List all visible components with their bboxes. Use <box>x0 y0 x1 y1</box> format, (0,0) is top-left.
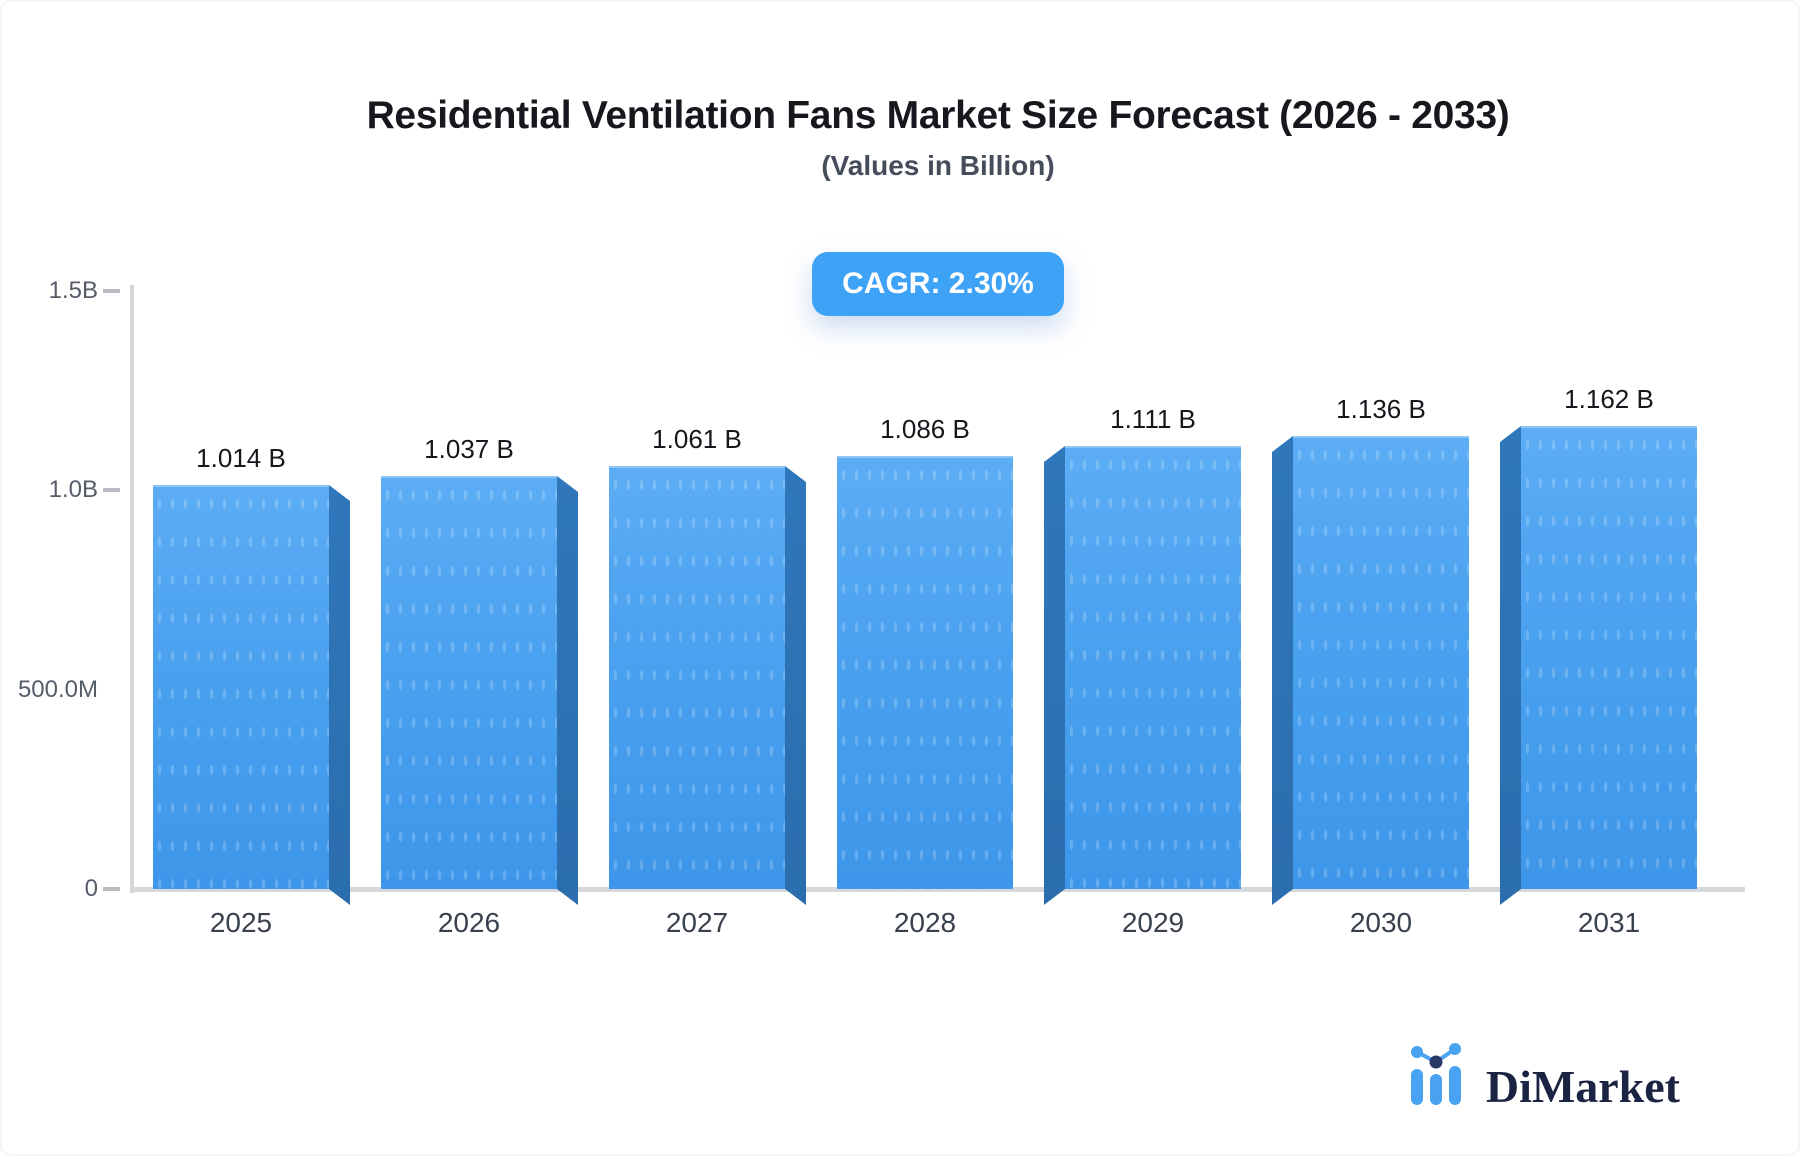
bar-2030[interactable] <box>1293 436 1469 889</box>
bar-chart-sparkline-icon <box>1408 1043 1474 1110</box>
x-axis-label-2028: 2028 <box>893 907 957 938</box>
bar-value-label-2031: 1.162 B <box>1564 384 1654 414</box>
bar-2031[interactable] <box>1521 426 1697 889</box>
bar-value-label-2030: 1.136 B <box>1336 394 1426 424</box>
bar-2029[interactable] <box>1065 446 1241 889</box>
x-axis-label-2026: 2026 <box>437 907 501 938</box>
bar-side-2030 <box>1272 436 1293 905</box>
x-axis-label-2025: 2025 <box>209 907 273 938</box>
dimarket-logo[interactable]: DiMarket <box>1408 1043 1680 1110</box>
bar-value-label-2026: 1.037 B <box>424 434 514 464</box>
bar-2028[interactable] <box>837 456 1013 889</box>
x-axis-label-2029: 2029 <box>1121 907 1185 938</box>
y-axis-label-0: 0 <box>84 875 98 902</box>
x-axis-label-2030: 2030 <box>1349 907 1413 938</box>
bar-side-2027 <box>785 466 806 905</box>
x-axis-label-2031: 2031 <box>1577 907 1641 938</box>
bar-value-label-2027: 1.061 B <box>652 424 742 454</box>
bar-value-label-2028: 1.086 B <box>880 414 970 444</box>
bar-side-2025 <box>329 485 350 905</box>
cagr-badge-row: CAGR: 2.30% <box>132 252 1744 316</box>
y-axis-line <box>130 285 134 893</box>
cagr-badge: CAGR: 2.30% <box>812 252 1064 316</box>
y-axis-label-1.5B: 1.5B <box>48 277 98 304</box>
y-axis-label-1.0B: 1.0B <box>48 476 98 504</box>
y-axis-tick-0 <box>103 887 120 891</box>
bar-side-2026 <box>557 476 578 905</box>
y-axis-tick-1.5B <box>103 289 120 293</box>
bar-side-2031 <box>1500 426 1521 905</box>
bar-2025[interactable] <box>153 485 329 889</box>
y-axis-tick-1.0B <box>103 488 120 493</box>
bar-2027[interactable] <box>609 466 785 889</box>
bar-side-2029 <box>1044 446 1065 905</box>
bar-value-label-2029: 1.111 B <box>1110 404 1196 434</box>
chart-subtitle: (Values in Billion) <box>821 150 1055 181</box>
bar-2026[interactable] <box>381 476 557 889</box>
bar-value-label-2025: 1.014 B <box>196 443 286 473</box>
logo-text: DiMarket <box>1485 1061 1680 1112</box>
x-axis-label-2027: 2027 <box>665 907 729 938</box>
y-axis-label-500.0M: 500.0M <box>17 675 98 703</box>
x-axis-baseline <box>130 887 1745 892</box>
page-title: Residential Ventilation Fans Market Size… <box>366 94 1510 137</box>
